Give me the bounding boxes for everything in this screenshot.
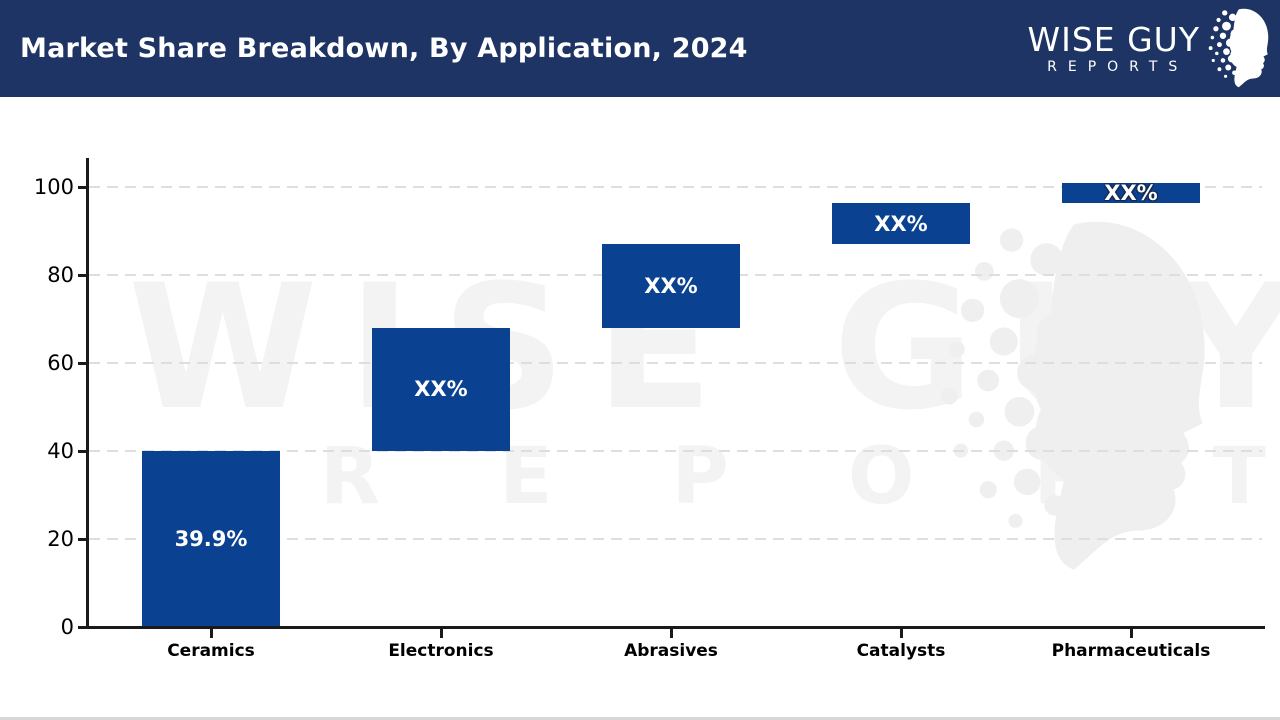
category-label: Ceramics: [167, 641, 255, 661]
bar-pharmaceuticals: XX%: [1062, 181, 1200, 206]
bar-catalysts: XX%: [832, 203, 970, 245]
brand-logo: WISE GUY REPORTS: [1027, 5, 1274, 93]
bar-value-label: XX%: [874, 211, 928, 236]
x-axis-line: [85, 626, 1265, 629]
category-label: Abrasives: [624, 641, 718, 661]
bar-value-label: XX%: [644, 273, 698, 298]
page-title: Market Share Breakdown, By Application, …: [20, 33, 748, 64]
bar-value-label: XX%: [414, 377, 468, 402]
y-tick-mark: [78, 274, 87, 277]
x-tick-mark: [1130, 629, 1133, 638]
category-label: Pharmaceuticals: [1051, 641, 1211, 661]
category-label: Electronics: [388, 641, 494, 661]
category-label: Catalysts: [856, 641, 946, 661]
y-tick-mark: [78, 362, 87, 365]
y-tick-label: 0: [60, 615, 74, 639]
gridline: [89, 362, 1262, 364]
x-tick-mark: [210, 629, 213, 638]
y-tick-label: 60: [47, 351, 74, 375]
gridline: [89, 186, 1262, 188]
y-tick-label: 100: [33, 175, 74, 199]
header: Market Share Breakdown, By Application, …: [0, 0, 1280, 97]
x-tick-mark: [440, 629, 443, 638]
y-tick-label: 20: [47, 527, 74, 551]
gridline: [89, 450, 1262, 452]
y-tick-label: 40: [47, 439, 74, 463]
brand-logo-text: WISE GUY REPORTS: [1027, 23, 1200, 74]
y-axis-line: [86, 158, 89, 628]
bar-electronics: XX%: [372, 327, 510, 451]
logo-subtitle: REPORTS: [1047, 59, 1189, 75]
watermark-head-icon: [940, 221, 1205, 570]
y-tick-mark: [78, 450, 87, 453]
footer-divider: [0, 717, 1280, 720]
dotted-head-icon: [1208, 8, 1269, 87]
y-tick-mark: [78, 538, 87, 541]
y-tick-mark: [78, 186, 87, 189]
bar-value-label: 39.9%: [174, 527, 248, 552]
logo-wordmark: WISE GUY: [1027, 20, 1200, 59]
y-tick-mark: [78, 626, 87, 629]
gridline: [89, 538, 1262, 540]
y-tick-label: 80: [47, 263, 74, 287]
bar-value-label: XX%: [1104, 181, 1158, 206]
x-tick-mark: [900, 629, 903, 638]
bar-ceramics: 39.9%: [142, 451, 280, 627]
bar-abrasives: XX%: [602, 244, 740, 328]
x-tick-mark: [670, 629, 673, 638]
